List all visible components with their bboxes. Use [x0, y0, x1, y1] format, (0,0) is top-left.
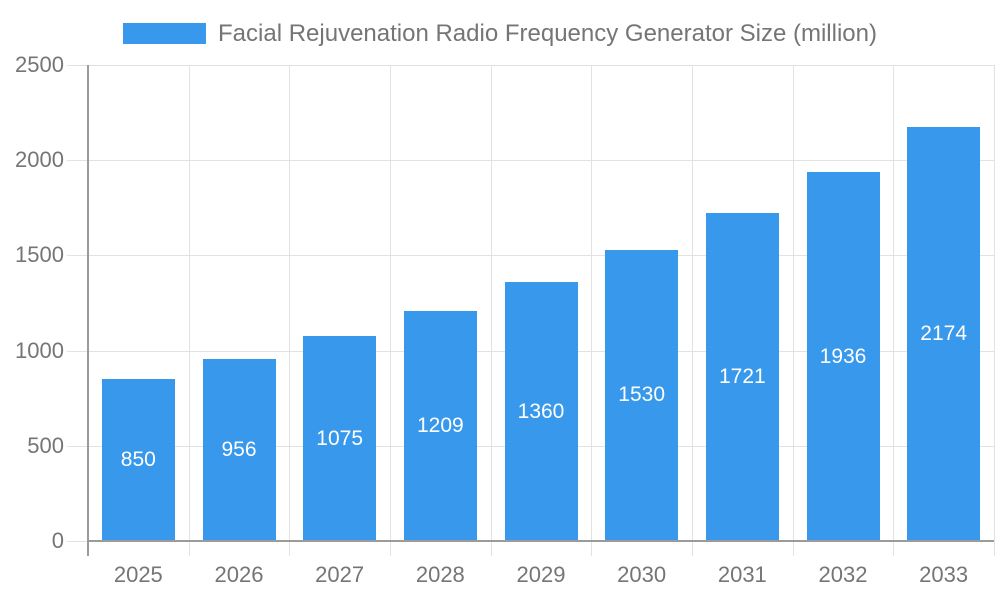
x-gridline — [893, 65, 895, 556]
bar-2026[interactable] — [202, 358, 276, 541]
bar-value-label: 850 — [120, 448, 156, 472]
bar-value-label: 1936 — [819, 344, 867, 368]
y-axis-tick-label: 500 — [27, 432, 64, 458]
bar-2027[interactable] — [303, 336, 377, 541]
x-gridline — [289, 65, 291, 556]
y-gridline — [67, 255, 994, 257]
bar-value-label: 956 — [221, 437, 257, 461]
y-axis-line — [87, 65, 89, 556]
bar-2029[interactable] — [504, 282, 578, 541]
x-gridline — [692, 65, 693, 556]
y-axis-tick-label: 0 — [51, 528, 64, 553]
x-gridline — [994, 65, 995, 556]
bar-value-label: 1360 — [517, 399, 565, 423]
bar-2032[interactable] — [806, 172, 880, 541]
x-axis-tick-label: 2025 — [113, 562, 163, 587]
legend-swatch-icon — [123, 23, 207, 44]
x-axis-tick-label: 2030 — [617, 562, 667, 587]
bar-2025[interactable] — [101, 379, 175, 541]
x-axis-tick-label: 2026 — [214, 562, 264, 587]
chart-legend[interactable]: Facial Rejuvenation Radio Frequency Gene… — [0, 21, 1000, 46]
x-axis-tick-label: 2033 — [919, 562, 969, 587]
x-axis-tick-label: 2031 — [717, 562, 767, 587]
bar-2033[interactable] — [907, 127, 981, 541]
x-gridline — [792, 65, 794, 556]
bar-value-label: 1075 — [316, 426, 364, 450]
y-gridline — [67, 160, 994, 162]
y-axis-tick-label: 1000 — [15, 337, 64, 363]
bar-2031[interactable] — [705, 213, 779, 541]
bar-value-label: 1209 — [416, 413, 464, 437]
bar-2030[interactable] — [605, 249, 679, 541]
x-axis-line — [88, 540, 994, 542]
x-axis-tick-label: 2029 — [516, 562, 566, 587]
bar-2028[interactable] — [403, 310, 477, 541]
y-axis-tick-label: 1500 — [15, 242, 64, 268]
bar-value-label: 1721 — [718, 365, 766, 389]
y-axis-tick — [67, 541, 88, 542]
legend-label: Facial Rejuvenation Radio Frequency Gene… — [218, 20, 877, 47]
x-gridline — [591, 65, 593, 556]
bar-value-label: 1530 — [618, 383, 666, 407]
x-axis-tick-label: 2027 — [315, 562, 365, 587]
y-gridline — [67, 65, 994, 66]
x-gridline — [390, 65, 391, 556]
y-axis-tick-label: 2500 — [15, 52, 64, 77]
bar-value-label: 2174 — [920, 322, 968, 346]
x-gridline — [188, 65, 190, 556]
y-axis-tick-label: 2000 — [15, 147, 64, 173]
x-axis-tick-label: 2028 — [415, 562, 465, 587]
x-gridline — [490, 65, 492, 556]
x-axis-tick-label: 2032 — [818, 562, 868, 587]
